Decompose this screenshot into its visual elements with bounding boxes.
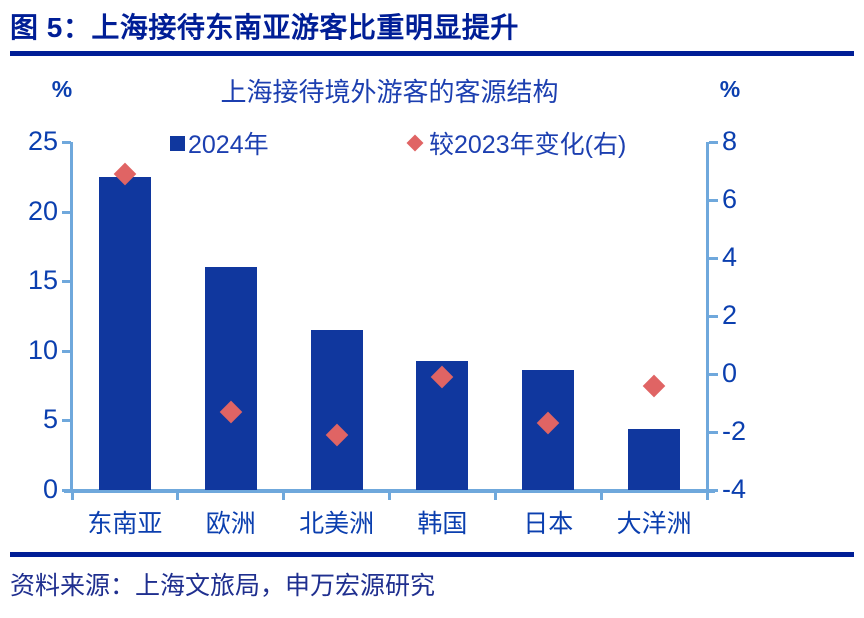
- right-axis-tick: [709, 489, 718, 492]
- legend-diamond-swatch: [406, 134, 424, 152]
- left-axis-unit-label: %: [51, 76, 73, 102]
- left-axis-tick-label: 20: [27, 195, 58, 226]
- bar-大洋洲: [628, 428, 681, 490]
- left-axis-tick-label: 0: [42, 474, 58, 504]
- source-divider: [10, 552, 854, 557]
- right-axis-tick: [709, 373, 718, 376]
- left-axis-tick: [62, 349, 71, 353]
- right-axis-tick-label: -2: [722, 416, 747, 446]
- right-axis-tick-label: 0: [722, 358, 738, 388]
- bottom-axis-tick: [282, 490, 286, 500]
- right-axis-tick-label: -4: [722, 474, 747, 504]
- right-axis-tick: [709, 199, 718, 202]
- right-axis-tick-label: 8: [722, 126, 738, 156]
- category-label-欧洲: 欧洲: [205, 510, 256, 538]
- left-axis-tick-label: 10: [27, 334, 58, 365]
- legend-label-2024: 2024年: [188, 131, 269, 159]
- left-axis-tick: [62, 419, 71, 423]
- bottom-axis-tick: [388, 490, 391, 500]
- chart-title: 上海接待境外游客的客源结构: [220, 77, 559, 107]
- right-axis-tick-label: 2: [722, 300, 738, 330]
- right-axis-tick: [709, 431, 718, 434]
- left-axis-tick-label: 25: [27, 126, 58, 156]
- legend-square-swatch: [170, 135, 185, 151]
- bottom-axis-tick: [493, 490, 497, 500]
- category-label-北美洲: 北美洲: [299, 510, 375, 538]
- bar-北美洲: [310, 329, 363, 490]
- bottom-axis-tick: [70, 490, 74, 500]
- left-axis-tick-label: 15: [27, 265, 58, 296]
- left-axis-tick: [62, 141, 71, 144]
- bottom-axis-tick: [705, 490, 709, 500]
- bottom-axis-tick: [176, 490, 180, 500]
- right-axis-unit-label: %: [719, 76, 741, 102]
- right-axis-tick-label: 4: [722, 242, 738, 272]
- left-axis-tick-label: 5: [42, 404, 58, 435]
- right-axis-tick: [709, 141, 718, 144]
- left-axis-line: [70, 142, 73, 493]
- left-axis-tick: [62, 210, 71, 214]
- legend-item-2024: 2024年: [170, 128, 269, 159]
- legend-item-change: 较2023年变化(右): [406, 128, 627, 159]
- figure-title: 图 5：上海接待东南亚游客比重明显提升: [10, 12, 519, 43]
- diamond-marker-大洋洲: [642, 374, 666, 397]
- left-axis-tick: [62, 489, 71, 492]
- bottom-axis-tick: [599, 490, 603, 500]
- bar-东南亚: [98, 176, 151, 490]
- bar-欧洲: [204, 267, 257, 490]
- category-label-日本: 日本: [523, 510, 574, 538]
- legend-label-change: 较2023年变化(右): [429, 131, 627, 159]
- left-axis-tick: [62, 280, 71, 284]
- right-axis-tick: [709, 315, 718, 318]
- category-label-韩国: 韩国: [417, 510, 468, 538]
- right-axis-tick: [709, 257, 718, 260]
- category-label-大洋洲: 大洋洲: [616, 510, 692, 538]
- category-label-东南亚: 东南亚: [87, 510, 163, 538]
- right-axis-tick-label: 6: [722, 184, 738, 214]
- right-axis-line: [706, 142, 709, 493]
- title-divider: [10, 51, 854, 56]
- source-note: 资料来源：上海文旅局，申万宏源研究: [10, 572, 436, 600]
